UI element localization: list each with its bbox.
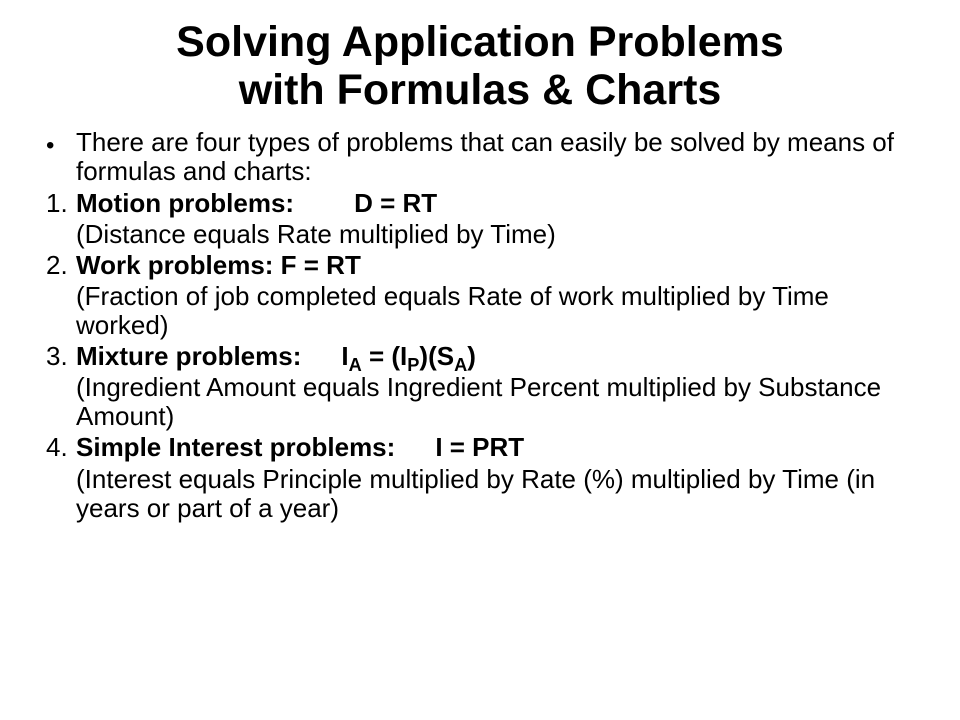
item-3-label: Mixture problems: — [76, 341, 301, 371]
item-3-formula: IA = (IP)(SA) — [341, 341, 476, 371]
intro-text: There are four types of problems that ca… — [76, 128, 920, 186]
item-1-explain: (Distance equals Rate multiplied by Time… — [76, 220, 920, 249]
item-2-number: 2. — [46, 251, 76, 280]
item-3-explain: (Ingredient Amount equals Ingredient Per… — [76, 373, 920, 431]
slide-title: Solving Application Problems with Formul… — [40, 18, 920, 114]
item-1-label: Motion problems: — [76, 188, 294, 218]
bullet-dot-icon: • — [46, 128, 76, 186]
item-2-content: Work problems: F = RT — [76, 251, 920, 280]
slide: Solving Application Problems with Formul… — [0, 0, 960, 720]
item-1-number: 1. — [46, 189, 76, 218]
item-3-number: 3. — [46, 342, 76, 371]
item-1-formula: D = RT — [354, 188, 437, 218]
item-4-content: Simple Interest problems: I = PRT — [76, 433, 920, 462]
item-4-label: Simple Interest problems: — [76, 432, 395, 462]
item-4-formula: I = PRT — [435, 432, 524, 462]
item-2-formula: F = RT — [281, 250, 361, 280]
slide-body: • There are four types of problems that … — [40, 128, 920, 522]
item-4: 4. Simple Interest problems: I = PRT — [46, 433, 920, 462]
title-line-1: Solving Application Problems — [176, 18, 784, 66]
item-2-label: Work problems: — [76, 250, 281, 280]
intro-bullet: • There are four types of problems that … — [46, 128, 920, 186]
item-4-number: 4. — [46, 433, 76, 462]
item-3-content: Mixture problems: IA = (IP)(SA) — [76, 342, 920, 371]
item-2: 2. Work problems: F = RT — [46, 251, 920, 280]
item-1: 1. Motion problems: D = RT — [46, 189, 920, 218]
title-line-2: with Formulas & Charts — [239, 66, 722, 114]
item-3: 3. Mixture problems: IA = (IP)(SA) — [46, 342, 920, 371]
item-4-explain: (Interest equals Principle multiplied by… — [76, 465, 920, 523]
item-1-content: Motion problems: D = RT — [76, 189, 920, 218]
item-2-explain: (Fraction of job completed equals Rate o… — [76, 282, 920, 340]
